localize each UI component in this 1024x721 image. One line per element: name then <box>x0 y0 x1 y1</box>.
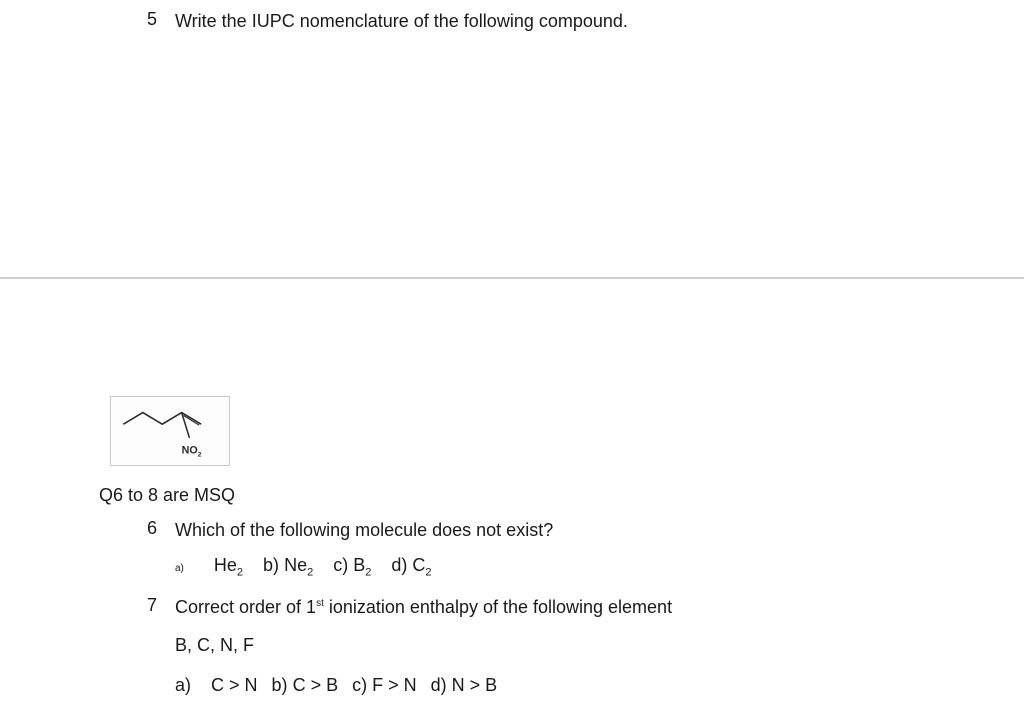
q6-opt-d-sub: 2 <box>425 567 431 579</box>
q7-elements: B, C, N, F <box>175 635 254 656</box>
q6-opt-d: d) C2 <box>391 555 431 579</box>
q6-opt-c: c) B2 <box>333 555 371 579</box>
page: 5 Write the IUPC nomenclature of the fol… <box>0 0 1024 721</box>
q6-opt-c-label: c) <box>333 555 348 575</box>
q6-options: a) He2 b) Ne2 c) B2 d) C2 <box>175 555 432 579</box>
q7-opt-a-label: a) <box>175 675 191 695</box>
q6-opt-d-sym: C <box>412 555 425 575</box>
q5-number: 5 <box>135 9 157 30</box>
divider <box>0 277 1024 279</box>
q7-text-pre: Correct order of 1 <box>175 597 316 617</box>
q7-opt-d-label: d) <box>431 675 447 695</box>
q7-number: 7 <box>135 595 157 616</box>
q7-opt-a-text: C > N <box>211 675 258 695</box>
q6-opt-a-sym: He <box>214 555 237 575</box>
q6-opt-b: b) Ne2 <box>263 555 313 579</box>
q6-opt-a-label: a) <box>175 563 184 574</box>
q6-text: Which of the following molecule does not… <box>175 518 553 543</box>
q7-opt-c-text: F > N <box>372 675 417 695</box>
q5-text: Write the IUPC nomenclature of the follo… <box>175 9 628 34</box>
q7-options: a) C > N b) C > B c) F > N d) N > B <box>175 675 497 696</box>
q7-opt-c-label: c) <box>352 675 367 695</box>
q6-opt-c-sub: 2 <box>365 567 371 579</box>
q7-opt-b-label: b) <box>272 675 288 695</box>
q7-opt-c: c) F > N <box>352 675 417 696</box>
q7-opt-a: a) C > N <box>175 675 258 696</box>
q6-number: 6 <box>135 518 157 539</box>
svg-text:NO2: NO2 <box>182 444 202 458</box>
q7-text-post: ionization enthalpy of the following ele… <box>324 597 672 617</box>
q6-opt-b-sub: 2 <box>307 567 313 579</box>
msq-note: Q6 to 8 are MSQ <box>99 485 235 506</box>
no2-label: NO <box>182 444 198 456</box>
q7-opt-b: b) C > B <box>272 675 339 696</box>
question-6: 6 Which of the following molecule does n… <box>135 518 553 543</box>
q7-opt-b-text: C > B <box>293 675 339 695</box>
no2-sub: 2 <box>198 451 202 458</box>
q6-opt-a: He2 <box>214 555 243 579</box>
q7-text-sup: st <box>316 598 324 609</box>
q6-opt-b-sym: Ne <box>284 555 307 575</box>
question-5: 5 Write the IUPC nomenclature of the fol… <box>135 9 628 34</box>
question-7: 7 Correct order of 1st ionization enthal… <box>135 595 672 620</box>
structure-svg: NO2 <box>111 397 229 465</box>
q7-text: Correct order of 1st ionization enthalpy… <box>175 595 672 620</box>
q7-opt-d: d) N > B <box>431 675 498 696</box>
compound-structure: NO2 <box>110 396 230 466</box>
q6-opt-a-sub: 2 <box>237 567 243 579</box>
q6-opt-c-sym: B <box>353 555 365 575</box>
q7-opt-d-text: N > B <box>452 675 498 695</box>
q6-opt-d-label: d) <box>391 555 407 575</box>
q6-opt-b-label: b) <box>263 555 279 575</box>
